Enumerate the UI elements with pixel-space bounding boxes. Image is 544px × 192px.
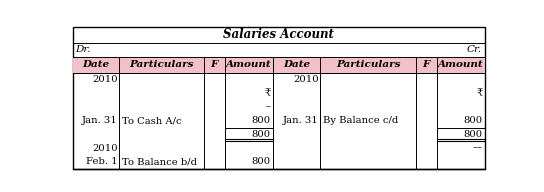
Text: Salaries Account: Salaries Account xyxy=(224,28,334,41)
Text: ––: –– xyxy=(473,144,483,153)
Text: Date: Date xyxy=(283,60,310,69)
Text: 2010: 2010 xyxy=(92,75,118,84)
Text: Particulars: Particulars xyxy=(129,60,194,69)
Text: Feb. 1: Feb. 1 xyxy=(86,157,118,166)
Text: ₹: ₹ xyxy=(477,89,483,98)
Text: 800: 800 xyxy=(252,157,271,166)
Text: 800: 800 xyxy=(463,116,483,125)
Text: F: F xyxy=(211,60,218,69)
Text: 2010: 2010 xyxy=(293,75,319,84)
Text: To Cash A/c: To Cash A/c xyxy=(122,116,182,125)
Text: 800: 800 xyxy=(463,130,483,139)
Text: Dr.: Dr. xyxy=(76,45,91,54)
Text: Jan. 31: Jan. 31 xyxy=(283,116,319,125)
Text: F: F xyxy=(423,60,430,69)
Text: 800: 800 xyxy=(252,130,271,139)
Text: Particulars: Particulars xyxy=(336,60,400,69)
Text: Cr.: Cr. xyxy=(467,45,482,54)
Text: Jan. 31: Jan. 31 xyxy=(82,116,118,125)
Text: Amount: Amount xyxy=(438,60,484,69)
Text: 2010: 2010 xyxy=(92,144,118,153)
Text: Amount: Amount xyxy=(226,60,271,69)
Text: To Balance b/d: To Balance b/d xyxy=(122,157,197,166)
Text: 800: 800 xyxy=(252,116,271,125)
Text: –: – xyxy=(266,103,271,112)
Text: Date: Date xyxy=(83,60,110,69)
Text: By Balance c/d: By Balance c/d xyxy=(323,116,398,125)
Bar xyxy=(73,56,485,73)
Text: ₹: ₹ xyxy=(264,89,271,98)
